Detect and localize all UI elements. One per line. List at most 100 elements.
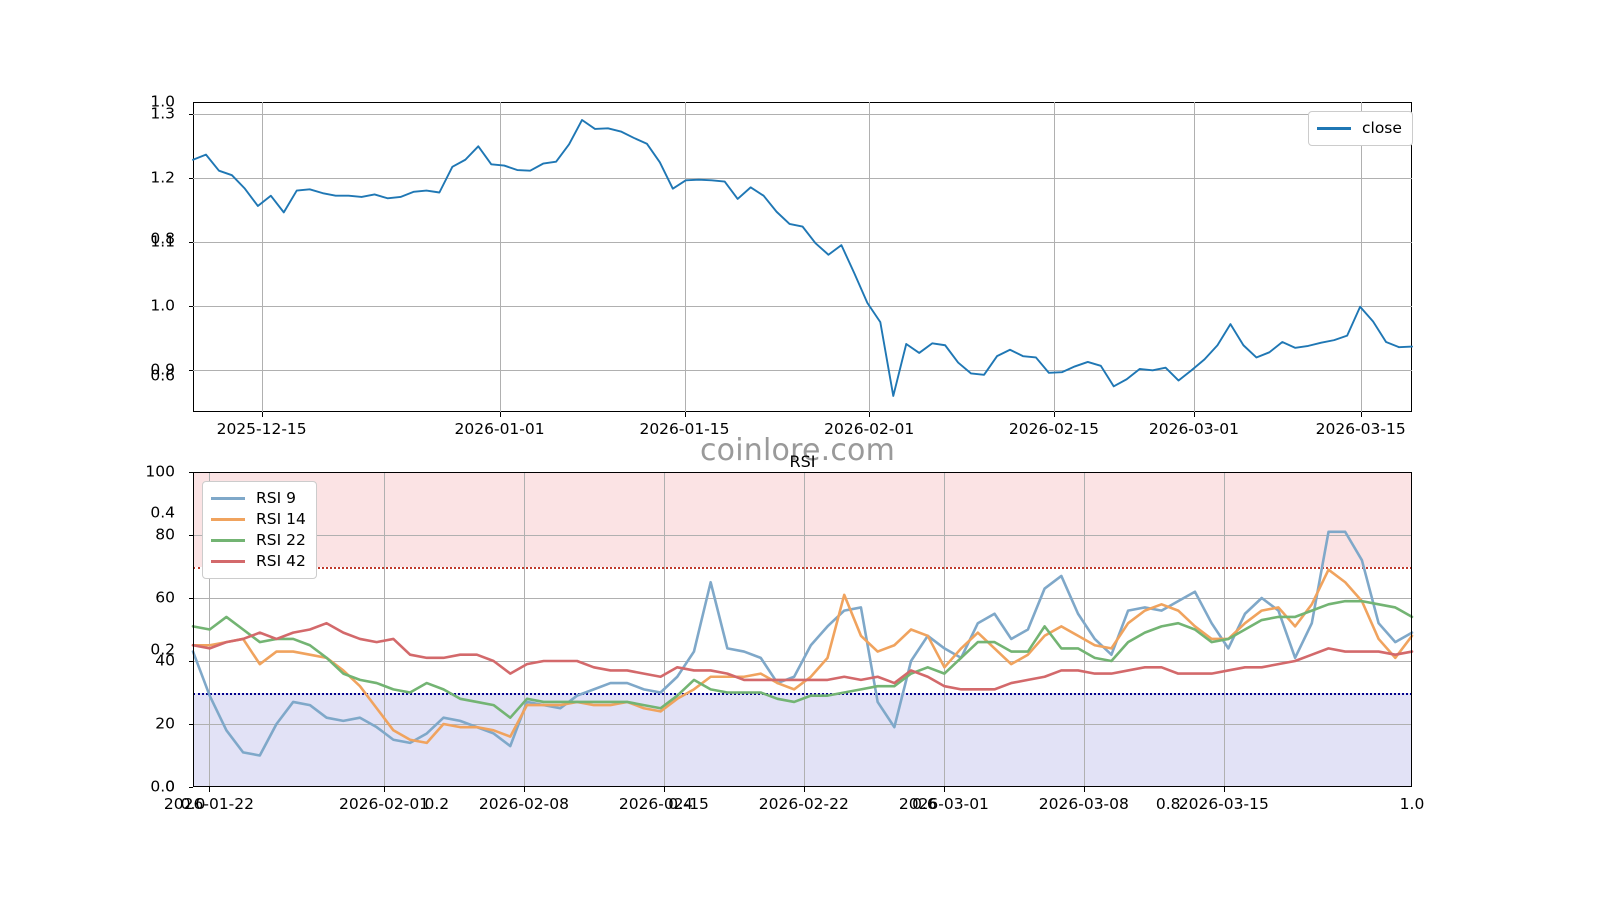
price-xtick-label: 2026-02-15 — [1008, 420, 1100, 438]
rsi-xtick-mark — [663, 787, 666, 792]
rsi-xtick-mark — [803, 787, 806, 792]
rsi-xtick-mark — [208, 787, 211, 792]
rsi-xtick-mark — [523, 787, 526, 792]
rsi9-line-swatch-icon — [211, 497, 245, 500]
price-xtick-mark — [1193, 412, 1196, 417]
price-xtick-mark — [1360, 412, 1362, 417]
gridline-vertical — [1193, 102, 1195, 412]
legend-item-rsi9[interactable]: RSI 9 — [211, 488, 306, 509]
price-ytick-label: 1.3 — [150, 103, 175, 122]
rsi-series-lines — [191, 530, 1414, 757]
gridline-horizontal — [193, 241, 1412, 243]
oversold-line — [193, 692, 1412, 695]
background-ytick-label: 0.8 — [150, 229, 175, 248]
background-xtick-label: 0.8 — [1155, 795, 1181, 813]
gridline-vertical — [1083, 472, 1085, 787]
rsi-ytick-label: 0 — [165, 777, 175, 796]
background-ytick-label: 1.0 — [150, 92, 175, 111]
rsi-ytick-label: 20 — [155, 714, 175, 733]
price-ytick-label: 1.2 — [150, 167, 175, 186]
gridline-vertical — [499, 102, 501, 412]
price-xtick-mark — [684, 412, 686, 417]
gridline-vertical — [261, 102, 263, 412]
gridline-horizontal — [193, 598, 1412, 599]
legend-item-close[interactable]: close — [1317, 118, 1402, 139]
rsi-xtick-label: 2026-02-22 — [758, 795, 849, 813]
background-ytick-label: 0.0 — [150, 777, 175, 796]
price-xtick-mark — [261, 412, 263, 417]
gridline-horizontal — [193, 370, 1412, 372]
price-xtick-mark — [1053, 412, 1056, 417]
rsi22-line-swatch-icon — [211, 539, 245, 542]
price-ytick-mark — [188, 306, 193, 308]
rsi-ytick-mark — [188, 724, 193, 726]
gridline-horizontal — [193, 724, 1412, 725]
rsi-xtick-label: 2026-03-01 — [898, 795, 989, 813]
close-line-swatch-icon — [1317, 127, 1351, 130]
rsi-xtick-mark — [384, 787, 386, 792]
rsi-overbought-band — [193, 472, 1412, 567]
price-ytick-label: 0.9 — [150, 360, 175, 379]
legend-item-rsi14[interactable]: RSI 14 — [211, 509, 306, 530]
gridline-horizontal — [193, 113, 1412, 115]
price-ytick-mark — [188, 241, 193, 244]
rsi-ytick-mark — [188, 661, 193, 663]
gridline-horizontal — [193, 306, 1412, 308]
legend-item-rsi42[interactable]: RSI 42 — [211, 551, 306, 572]
rsi-xtick-mark — [943, 787, 946, 792]
rsi-xtick-label: 2026-01-22 — [163, 795, 255, 813]
legend-label-rsi42: RSI 42 — [256, 551, 306, 570]
price-xtick-mark — [869, 412, 871, 417]
rsi-plot-frame — [193, 472, 1412, 787]
background-xtick-label: 0.2 — [424, 795, 450, 813]
price-xtick-label: 2026-01-15 — [639, 420, 730, 438]
price-plot-frame — [193, 102, 1412, 412]
background-xtick-label: 0.6 — [912, 795, 937, 813]
legend-label-rsi14: RSI 14 — [256, 509, 306, 528]
price-xtick-label: 2026-01-01 — [454, 420, 545, 438]
legend-label-rsi22: RSI 22 — [256, 530, 306, 549]
background-xtick-label: 1.0 — [1399, 795, 1425, 813]
price-legend[interactable]: close — [1308, 111, 1413, 146]
gridline-horizontal — [193, 535, 1412, 536]
rsi-xtick-mark — [1223, 787, 1225, 792]
gridline-vertical — [869, 102, 871, 412]
gridline-vertical — [1223, 472, 1225, 787]
background-ytick-label: 0.4 — [150, 503, 175, 522]
legend-item-rsi22[interactable]: RSI 22 — [211, 530, 306, 551]
background-xtick-label: 0.4 — [668, 795, 693, 813]
gridline-vertical — [523, 472, 525, 787]
rsi-ytick-label: 60 — [155, 588, 175, 607]
gridline-horizontal — [193, 177, 1412, 179]
gridline-vertical — [943, 472, 945, 787]
rsi14-line-swatch-icon — [211, 518, 245, 521]
background-xtick-label: 0.0 — [180, 795, 206, 813]
price-ytick-label: 1.1 — [150, 232, 175, 251]
gridline-vertical — [1360, 102, 1362, 412]
legend-label-rsi9: RSI 9 — [256, 488, 296, 507]
price-ytick-mark — [188, 113, 193, 115]
price-close-line — [192, 119, 1413, 397]
price-xtick-mark — [499, 412, 501, 417]
price-xtick-label: 2026-03-01 — [1148, 420, 1239, 438]
overbought-line — [193, 566, 1412, 569]
rsi-ytick-label: 40 — [155, 651, 175, 670]
gridline-vertical — [803, 472, 805, 787]
rsi-xtick-label: 2026-02-08 — [478, 795, 569, 813]
gridline-vertical — [684, 102, 686, 412]
rsi-chart-title: RSI — [789, 452, 816, 471]
price-chart-axes — [192, 102, 1413, 412]
rsi-legend[interactable]: RSI 9 RSI 14 RSI 22 RSI 42 — [202, 481, 317, 579]
rsi-xtick-label: 2026-02-01 — [338, 795, 430, 813]
gridline-vertical — [1053, 102, 1055, 412]
legend-label-close: close — [1362, 118, 1402, 137]
rsi-xtick-mark — [1083, 787, 1086, 792]
price-ytick-mark — [188, 370, 193, 372]
price-xtick-label: 2026-03-15 — [1315, 420, 1406, 438]
rsi-ytick-label: 80 — [155, 525, 175, 544]
gridline-vertical — [384, 472, 386, 787]
price-xtick-label: 2026-02-01 — [824, 420, 915, 438]
rsi-xtick-label: 2026-03-15 — [1178, 795, 1269, 813]
rsi-ytick-mark — [188, 535, 193, 537]
